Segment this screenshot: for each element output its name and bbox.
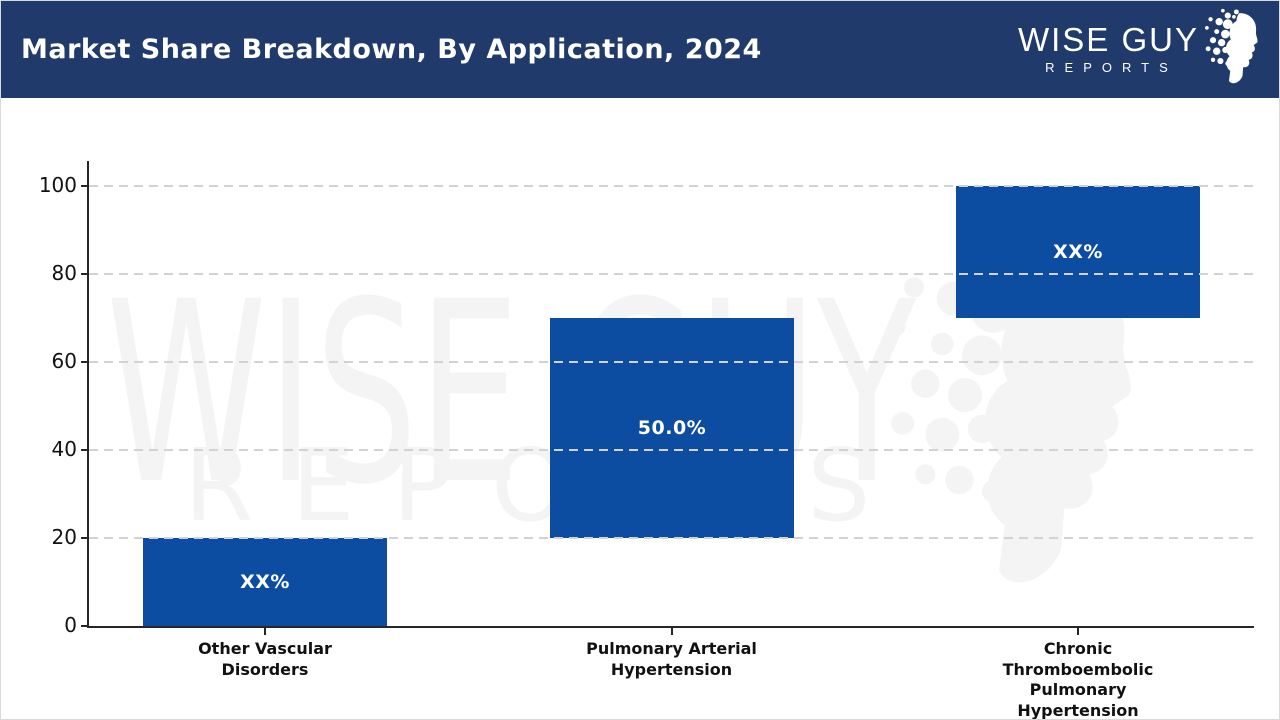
bar-other-vascular-disorders <box>143 538 387 626</box>
x-category-label: Other Vascular Disorders <box>198 639 332 679</box>
bar-value-label: XX% <box>240 571 290 593</box>
x-tick-mark <box>264 627 266 635</box>
y-tick-label: 100 <box>38 173 77 197</box>
y-tick-mark <box>81 273 89 275</box>
bar-chronic-thromboembolic-pulmonary-hypertension <box>956 186 1200 318</box>
y-gridline <box>89 361 1254 363</box>
x-axis-line <box>87 626 1254 628</box>
bar-pulmonary-arterial-hypertension <box>550 318 794 538</box>
brand-logo: WISE GUY REPORTS <box>1018 1 1271 98</box>
y-gridline <box>89 273 1254 275</box>
y-tick-label: 0 <box>64 613 77 637</box>
y-tick-mark <box>81 625 89 627</box>
y-gridline <box>89 449 1254 451</box>
x-category-label: Chronic Thromboembolic Pulmonary Hyperte… <box>1002 639 1154 720</box>
y-tick-mark <box>81 361 89 363</box>
bar-value-label: 50.0% <box>637 417 707 439</box>
y-tick-label: 60 <box>51 349 77 373</box>
y-tick-label: 20 <box>51 525 77 549</box>
y-tick-mark <box>81 449 89 451</box>
y-tick-label: 40 <box>51 437 77 461</box>
y-axis-line <box>87 161 89 628</box>
y-tick-mark <box>81 185 89 187</box>
brand-logo-text: WISE GUY REPORTS <box>1018 23 1199 76</box>
page-title: Market Share Breakdown, By Application, … <box>21 34 762 65</box>
y-gridline <box>89 537 1254 539</box>
y-tick-label: 80 <box>51 261 77 285</box>
brand-dotface-icon <box>1205 8 1258 83</box>
header-bar: Market Share Breakdown, By Application, … <box>1 1 1279 98</box>
y-gridline <box>89 185 1254 187</box>
brand-subname: REPORTS <box>1045 60 1178 75</box>
x-tick-mark <box>670 627 673 635</box>
bar-value-label: XX% <box>1053 241 1103 263</box>
y-tick-mark <box>81 537 89 539</box>
x-category-label: Pulmonary Arterial Hypertension <box>586 639 757 679</box>
x-tick-mark <box>1077 627 1079 635</box>
brand-name: WISE GUY <box>1017 21 1199 58</box>
